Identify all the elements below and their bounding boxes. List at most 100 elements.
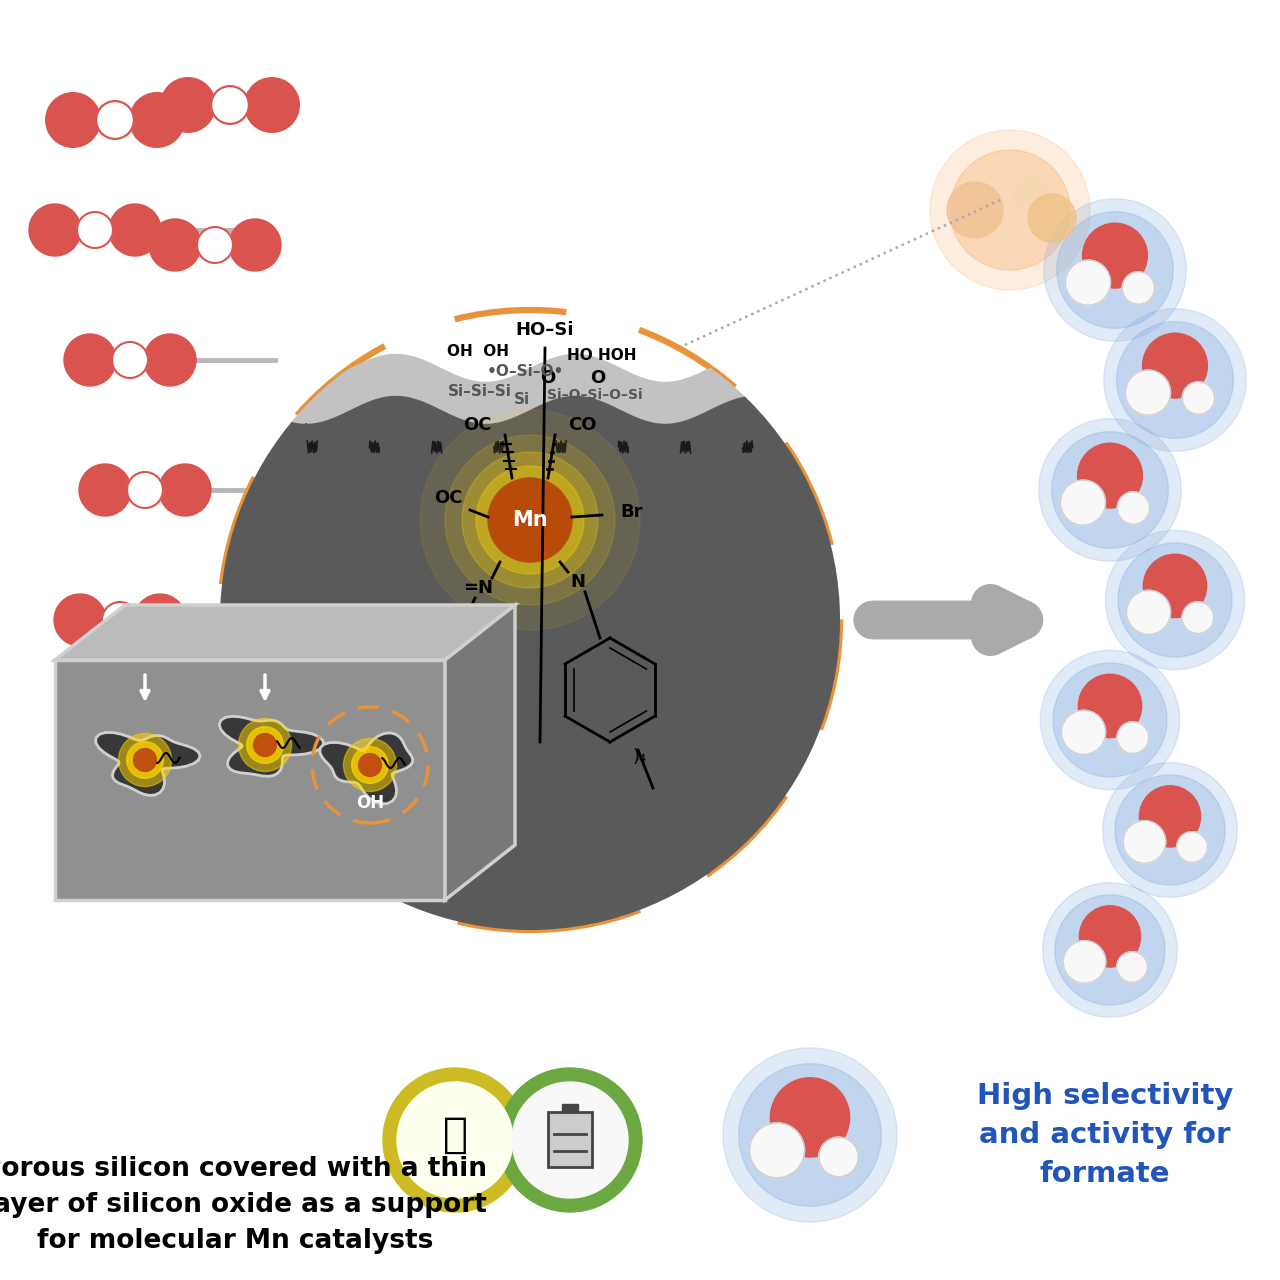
Circle shape [1125, 370, 1170, 415]
Circle shape [1143, 554, 1207, 617]
Circle shape [739, 1064, 881, 1206]
Circle shape [1183, 381, 1215, 415]
Circle shape [1102, 763, 1238, 897]
Circle shape [1106, 530, 1244, 669]
Text: Si–O–Si–O–Si: Si–O–Si–O–Si [547, 388, 643, 402]
Text: O: O [540, 369, 556, 387]
Circle shape [197, 227, 233, 262]
Circle shape [46, 92, 100, 147]
Circle shape [1103, 308, 1247, 452]
Text: HO HOH: HO HOH [567, 347, 636, 362]
Circle shape [64, 733, 116, 786]
Circle shape [113, 342, 148, 378]
Circle shape [352, 746, 388, 783]
Text: O: O [590, 369, 605, 387]
Circle shape [1124, 820, 1166, 863]
Circle shape [476, 466, 584, 573]
Circle shape [77, 212, 113, 248]
Circle shape [1043, 198, 1187, 342]
Text: OC: OC [463, 416, 492, 434]
Text: High selectivity
and activity for
formate: High selectivity and activity for format… [977, 1082, 1233, 1188]
Circle shape [383, 1068, 527, 1212]
Text: OH  OH: OH OH [447, 344, 509, 360]
Circle shape [148, 219, 201, 271]
Circle shape [488, 477, 572, 562]
Circle shape [1176, 832, 1207, 863]
Circle shape [1083, 223, 1147, 288]
Circle shape [1078, 675, 1142, 737]
Circle shape [109, 204, 161, 256]
Circle shape [1039, 419, 1181, 561]
Circle shape [1139, 786, 1201, 847]
Circle shape [247, 727, 283, 763]
Circle shape [1123, 271, 1155, 305]
Circle shape [1057, 211, 1174, 329]
Text: =N: =N [463, 579, 493, 596]
Circle shape [445, 435, 614, 605]
Circle shape [1041, 650, 1180, 790]
Circle shape [1078, 443, 1143, 508]
Circle shape [229, 219, 282, 271]
Circle shape [931, 131, 1091, 291]
Circle shape [129, 92, 184, 147]
FancyArrowPatch shape [141, 675, 148, 699]
Circle shape [343, 739, 397, 791]
Text: Porous silicon covered with a thin
layer of silicon oxide as a support
for molec: Porous silicon covered with a thin layer… [0, 1156, 488, 1254]
Circle shape [1117, 492, 1149, 525]
Circle shape [96, 101, 134, 140]
Circle shape [1079, 906, 1140, 966]
Text: HO–Si: HO–Si [516, 321, 575, 339]
Circle shape [64, 334, 116, 387]
Circle shape [211, 86, 248, 124]
Circle shape [1116, 321, 1234, 438]
Text: Si–Si–Si: Si–Si–Si [448, 384, 512, 399]
Circle shape [79, 463, 131, 516]
Polygon shape [55, 605, 515, 660]
Circle shape [54, 594, 106, 646]
Text: Mn: Mn [512, 509, 548, 530]
Circle shape [1061, 710, 1106, 754]
Text: )₄: )₄ [632, 748, 648, 765]
Text: OH: OH [356, 794, 384, 812]
Circle shape [1055, 895, 1165, 1005]
FancyArrowPatch shape [261, 675, 269, 699]
Circle shape [238, 718, 292, 772]
Circle shape [1064, 941, 1106, 983]
Circle shape [1117, 722, 1148, 754]
Text: N: N [571, 573, 585, 591]
Circle shape [1115, 774, 1225, 884]
Circle shape [498, 1068, 643, 1212]
Circle shape [462, 452, 598, 588]
Text: CO: CO [568, 416, 596, 434]
Bar [548, 1112, 591, 1167]
Text: OC: OC [434, 489, 462, 507]
Circle shape [1052, 431, 1169, 548]
Circle shape [113, 742, 148, 778]
Polygon shape [320, 733, 412, 804]
Polygon shape [96, 732, 200, 795]
Text: R': R' [403, 759, 421, 778]
Polygon shape [55, 660, 445, 900]
Circle shape [253, 733, 276, 756]
Circle shape [1181, 602, 1213, 634]
Circle shape [950, 150, 1070, 270]
Circle shape [723, 1048, 897, 1222]
Circle shape [29, 204, 81, 256]
Circle shape [143, 334, 196, 387]
Circle shape [1053, 663, 1167, 777]
Circle shape [133, 749, 156, 772]
Circle shape [1061, 480, 1106, 525]
Circle shape [143, 733, 196, 786]
Circle shape [947, 182, 1004, 238]
Circle shape [127, 741, 164, 778]
Circle shape [134, 594, 186, 646]
Circle shape [127, 472, 163, 508]
Circle shape [819, 1137, 859, 1176]
Circle shape [159, 463, 211, 516]
Circle shape [397, 1082, 513, 1198]
Text: Br: Br [620, 503, 643, 521]
Circle shape [119, 733, 172, 786]
Circle shape [771, 1078, 850, 1157]
Circle shape [420, 410, 640, 630]
Circle shape [1028, 195, 1076, 242]
